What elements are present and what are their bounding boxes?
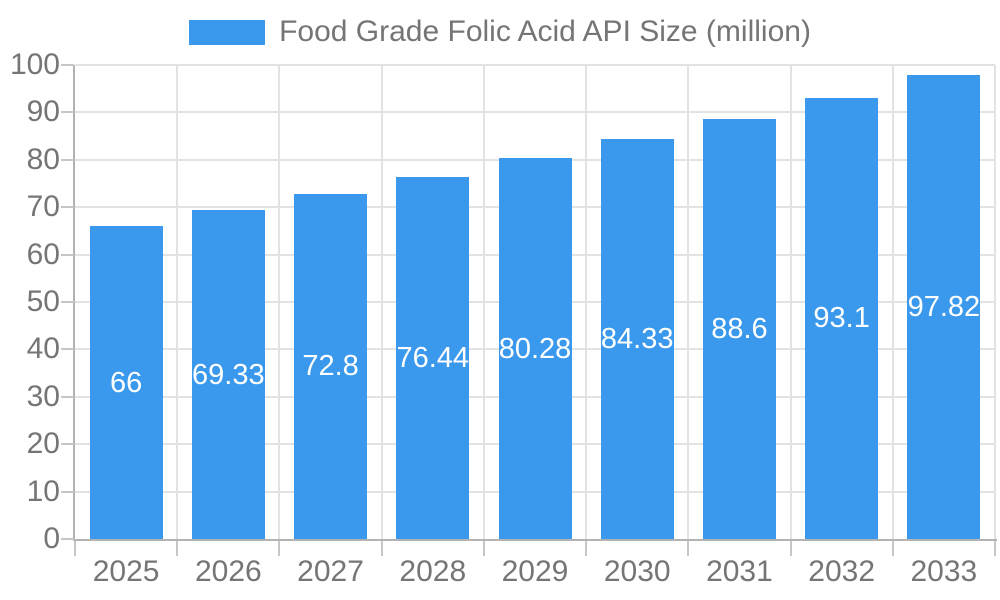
y-axis-label: 20 xyxy=(26,427,60,461)
y-axis-tick xyxy=(61,301,74,303)
x-axis-label: 2028 xyxy=(399,555,467,588)
v-gridline xyxy=(789,65,792,539)
bar-value-label: 84.33 xyxy=(600,323,674,356)
x-axis-label: 2029 xyxy=(501,555,569,588)
x-axis-tick xyxy=(585,541,588,556)
plot-area: 66 69.33 72.8 76.44 80.28 84.33 88.6 93.1 97.82 xyxy=(75,64,996,539)
x-axis-tick xyxy=(687,541,690,556)
y-axis-label: 0 xyxy=(43,522,60,555)
legend-swatch-icon xyxy=(189,19,266,45)
bar-value-label: 97.82 xyxy=(907,291,981,324)
h-gridline xyxy=(75,111,995,114)
legend[interactable]: Food Grade Folic Acid API Size (million) xyxy=(0,16,1000,48)
bar-value-label: 76.44 xyxy=(396,341,470,374)
bar-value-label: 72.8 xyxy=(302,350,359,383)
v-gridline xyxy=(380,65,383,539)
y-axis-tick xyxy=(61,348,74,351)
x-axis-label: 2030 xyxy=(603,555,671,588)
bar[interactable]: 76.44 xyxy=(396,176,470,539)
v-gridline xyxy=(687,65,690,539)
bar-value-label: 69.33 xyxy=(192,358,265,391)
y-axis-label: 90 xyxy=(26,95,60,129)
y-axis-label: 80 xyxy=(26,142,60,176)
bar[interactable]: 88.6 xyxy=(702,119,776,539)
bar-value-label: 88.6 xyxy=(711,313,768,346)
x-axis-label: 2033 xyxy=(910,555,978,588)
bar[interactable]: 93.1 xyxy=(805,97,879,539)
y-axis-label: 100 xyxy=(9,48,60,81)
v-gridline xyxy=(278,65,281,539)
y-axis-line xyxy=(73,65,75,541)
x-axis-tick xyxy=(789,541,792,556)
y-axis-label: 10 xyxy=(26,474,60,508)
bar[interactable]: 80.28 xyxy=(498,158,572,539)
x-axis-tick xyxy=(482,541,485,556)
y-axis-tick xyxy=(61,490,74,493)
bar[interactable]: 66 xyxy=(89,226,163,539)
x-axis-label: 2026 xyxy=(194,555,262,588)
v-gridline xyxy=(891,65,894,539)
x-axis-tick xyxy=(74,541,76,556)
y-axis-tick xyxy=(61,64,74,66)
v-gridline xyxy=(176,65,179,539)
v-gridline xyxy=(585,65,588,539)
bar[interactable]: 72.8 xyxy=(294,193,368,539)
y-axis-label: 40 xyxy=(26,332,60,366)
x-axis-tick xyxy=(994,541,996,556)
y-axis-label: 50 xyxy=(26,285,60,318)
x-axis-label: 2032 xyxy=(808,555,876,588)
v-gridline xyxy=(482,65,485,539)
y-axis-label: 60 xyxy=(26,237,60,271)
x-axis-label: 2027 xyxy=(297,555,364,588)
x-axis-tick xyxy=(891,541,894,556)
v-gridline xyxy=(994,65,996,539)
legend-label: Food Grade Folic Acid API Size (million) xyxy=(279,15,811,48)
y-axis-tick xyxy=(61,538,74,540)
bar[interactable]: 84.33 xyxy=(600,139,674,539)
y-axis-label: 70 xyxy=(26,190,60,224)
x-axis-tick xyxy=(278,541,281,556)
y-axis-label: 30 xyxy=(26,379,60,413)
bar[interactable]: 69.33 xyxy=(191,210,265,539)
y-axis-tick xyxy=(61,443,74,446)
x-axis-label: 2031 xyxy=(706,555,773,588)
x-axis-tick xyxy=(176,541,179,556)
y-axis-tick xyxy=(61,395,74,398)
bar-value-label: 80.28 xyxy=(498,332,572,365)
x-axis-line xyxy=(73,539,997,541)
x-axis-tick xyxy=(380,541,383,556)
bar-value-label: 93.1 xyxy=(813,302,870,335)
y-axis-tick xyxy=(61,206,74,209)
y-axis-tick xyxy=(61,111,74,114)
bar[interactable]: 97.82 xyxy=(907,75,981,539)
bar-value-label: 66 xyxy=(109,366,143,399)
h-gridline xyxy=(75,64,995,66)
y-axis-tick xyxy=(61,253,74,256)
x-axis-label: 2025 xyxy=(92,555,160,588)
y-axis-tick xyxy=(61,158,74,161)
